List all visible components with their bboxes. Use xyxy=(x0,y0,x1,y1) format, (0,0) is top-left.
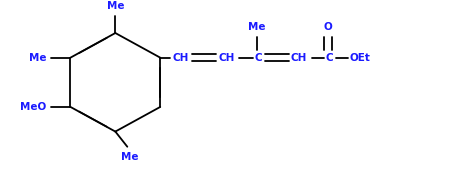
Text: OEt: OEt xyxy=(350,53,370,63)
Text: CH: CH xyxy=(218,53,235,63)
Text: Me: Me xyxy=(106,1,124,11)
Text: C: C xyxy=(326,53,333,63)
Text: CH: CH xyxy=(291,53,307,63)
Text: MeO: MeO xyxy=(20,102,46,112)
Text: Me: Me xyxy=(248,22,266,32)
Text: CH: CH xyxy=(172,53,189,63)
Text: C: C xyxy=(255,53,263,63)
Text: Me: Me xyxy=(29,53,46,63)
Text: Me: Me xyxy=(121,152,138,162)
Text: O: O xyxy=(323,22,332,32)
